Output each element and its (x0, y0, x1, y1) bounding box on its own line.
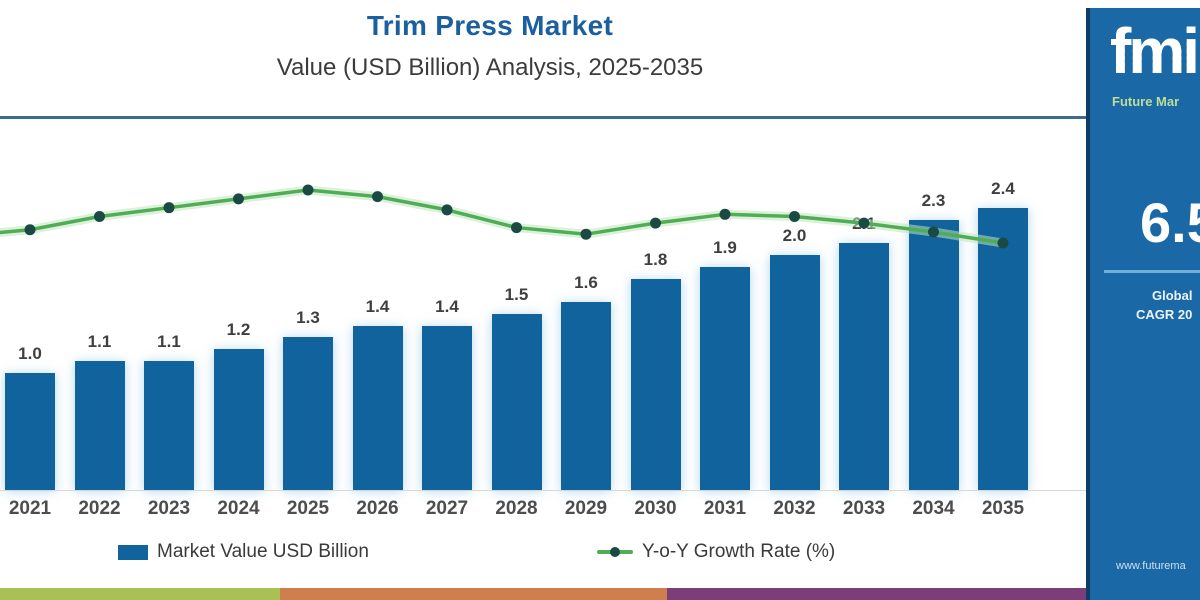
bar-legend-swatch (118, 544, 148, 560)
bar-2028 (491, 313, 542, 490)
x-axis-label-2023: 2023 (147, 498, 191, 519)
bar-value-label-2029: 1.6 (574, 273, 598, 292)
bar-2021 (5, 372, 55, 490)
x-axis-baseline (0, 490, 1086, 491)
line-legend-label: Y-o-Y Growth Rate (%) (642, 541, 836, 562)
bar-value-label-2034: 2.3 (921, 190, 946, 210)
fmi-logo: fmi (1110, 15, 1200, 87)
stat-caption-line1: Global (1152, 288, 1193, 303)
legend-item-market-value: Market Value USD Billion (118, 541, 369, 563)
title-block: Trim Press Market Value (USD Billion) An… (0, 10, 980, 82)
bar-2029 (561, 302, 611, 490)
bar-value-label-2026: 1.4 (365, 296, 390, 316)
page-title: Trim Press Market (366, 10, 614, 41)
panel-top-border (0, 116, 1086, 119)
brand-sidebar: fmi Future Mar 6.5% Global CAGR 20 www.f… (1086, 8, 1200, 600)
bar-2024 (213, 349, 264, 490)
bar-2026 (352, 325, 403, 490)
bar-value-label-2031: 1.9 (713, 237, 737, 257)
bar-value-label-2032: 2.0 (782, 226, 807, 245)
x-axis-label-2030: 2030 (634, 498, 677, 519)
bar-2025 (283, 337, 333, 490)
stat-caption: Global CAGR 20 (1136, 286, 1192, 324)
x-axis-label-2032: 2032 (773, 498, 816, 519)
stripe-segment-0 (0, 588, 280, 600)
website-url: www.futurema (1116, 560, 1186, 572)
fmi-logo-subtext: Future Mar (1112, 94, 1180, 109)
bar-2033 (839, 243, 889, 490)
x-axis-label-2022: 2022 (78, 498, 121, 519)
bar-value-label-2023: 1.1 (157, 331, 181, 351)
cagr-stat-value: 6.5% (1140, 191, 1200, 254)
legend-item-growth-rate: Y-o-Y Growth Rate (%) (597, 541, 835, 563)
bar-value-label-2027: 1.4 (435, 296, 459, 316)
x-axis-label-2028: 2028 (495, 498, 538, 519)
stat-caption-line2: CAGR 20 (1136, 307, 1193, 322)
x-axis-label-2031: 2031 (703, 498, 747, 519)
x-axis-label-2034: 2034 (912, 498, 955, 519)
stat-divider (1104, 270, 1200, 273)
bar-value-label-2035: 2.4 (991, 179, 1015, 198)
bar-value-label-2033: 2.1 (852, 214, 876, 234)
page-subtitle: Value (USD Billion) Analysis, 2025-2035 (276, 54, 704, 81)
x-axis-label-2035: 2035 (981, 498, 1025, 519)
chart-panel: Trim Press Market Value (USD Billion) An… (0, 10, 1088, 600)
bar-value-label-2028: 1.5 (504, 284, 529, 304)
bar-2030 (630, 278, 681, 490)
bar-value-label-2025: 1.3 (296, 308, 320, 328)
bar-value-label-2024: 1.2 (226, 320, 251, 339)
bar-2031 (700, 266, 750, 490)
x-axis-label-2029: 2029 (564, 498, 608, 519)
bar-2027 (422, 325, 472, 490)
bar-2022 (74, 360, 125, 490)
bar-2023 (144, 360, 194, 490)
bar-legend-label: Market Value USD Billion (157, 541, 369, 562)
stripe-segment-2 (667, 588, 1088, 600)
x-axis-label-2027: 2027 (425, 498, 469, 519)
bar-chart-plot-area: 1.0 2021 1.1 2022 1.1 2023 1.2 2024 1.3 2025 1.4 20… (5, 179, 1028, 519)
bar-2032 (769, 255, 820, 490)
bar-2035 (978, 208, 1028, 490)
bar-value-label-2030: 1.8 (643, 249, 668, 269)
bar-value-label-2022: 1.1 (87, 331, 112, 351)
stripe-segment-1 (280, 588, 667, 600)
line-legend-dot-icon (610, 547, 620, 557)
x-axis-label-2033: 2033 (842, 498, 886, 519)
x-axis-label-2025: 2025 (286, 498, 330, 519)
x-axis-label-2024: 2024 (217, 498, 260, 519)
line-legend-marker (597, 547, 633, 557)
bar-2034 (908, 219, 959, 490)
bar-value-label-2021: 1.0 (18, 343, 42, 363)
footer-color-stripe (0, 588, 1088, 600)
x-axis-label-2026: 2026 (356, 498, 399, 519)
x-axis-label-2021: 2021 (8, 498, 52, 519)
